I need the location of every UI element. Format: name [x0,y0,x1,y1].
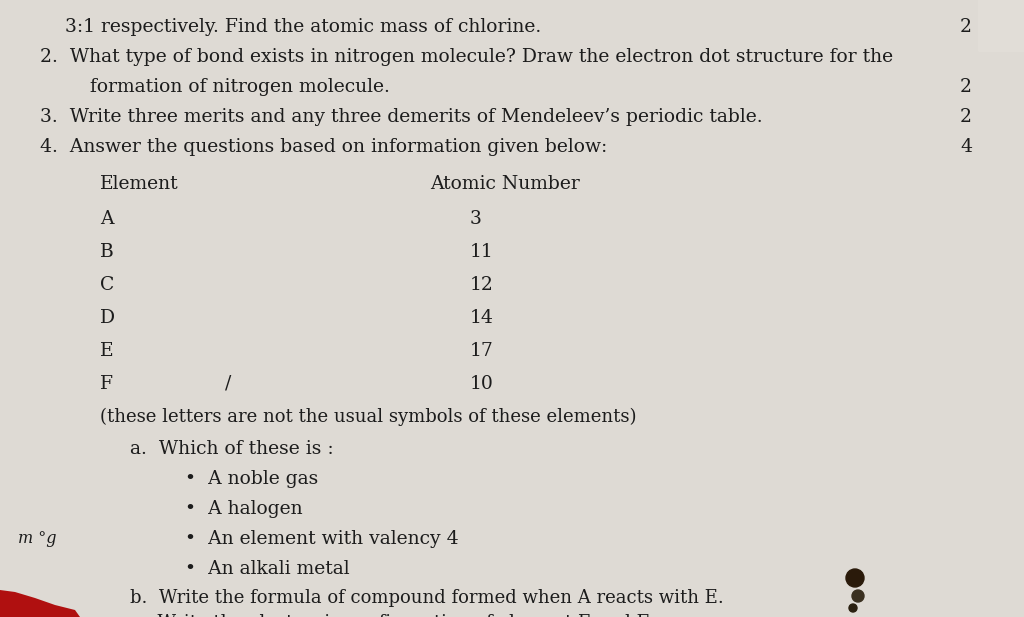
Circle shape [852,590,864,602]
Text: 4: 4 [961,138,972,156]
Text: E: E [100,342,114,360]
Text: 12: 12 [470,276,494,294]
Text: 4.  Answer the questions based on information given below:: 4. Answer the questions based on informa… [40,138,607,156]
Text: 2: 2 [961,108,972,126]
Text: F: F [100,375,113,393]
Text: c.  Write the electronic configuration of element E and F.: c. Write the electronic configuration of… [130,614,652,617]
Text: •  A halogen: • A halogen [185,500,303,518]
Text: D: D [100,309,115,327]
Text: /: / [225,375,231,393]
FancyBboxPatch shape [978,0,1024,52]
Circle shape [846,569,864,587]
Text: A: A [100,210,114,228]
Text: 2: 2 [961,18,972,36]
Text: 2: 2 [961,78,972,96]
Text: •  An alkali metal: • An alkali metal [185,560,349,578]
Text: 2.  What type of bond exists in nitrogen molecule? Draw the electron dot structu: 2. What type of bond exists in nitrogen … [40,48,893,66]
Text: (these letters are not the usual symbols of these elements): (these letters are not the usual symbols… [100,408,637,426]
Text: 14: 14 [470,309,494,327]
Text: 10: 10 [470,375,494,393]
Text: a.  Which of these is :: a. Which of these is : [130,440,334,458]
Text: •  An element with valency 4: • An element with valency 4 [185,530,459,548]
Text: m °g: m °g [18,530,56,547]
Text: C: C [100,276,115,294]
Polygon shape [0,590,80,617]
Text: formation of nitrogen molecule.: formation of nitrogen molecule. [90,78,390,96]
Text: 3: 3 [470,210,482,228]
Text: b.  Write the formula of compound formed when A reacts with E.: b. Write the formula of compound formed … [130,589,724,607]
Text: •  A noble gas: • A noble gas [185,470,318,488]
Circle shape [849,604,857,612]
Text: 3:1 respectively. Find the atomic mass of chlorine.: 3:1 respectively. Find the atomic mass o… [65,18,542,36]
Text: 17: 17 [470,342,494,360]
Text: 11: 11 [470,243,494,261]
Text: 3.  Write three merits and any three demerits of Mendeleev’s periodic table.: 3. Write three merits and any three deme… [40,108,763,126]
Text: Atomic Number: Atomic Number [430,175,580,193]
Text: Element: Element [100,175,178,193]
Text: B: B [100,243,114,261]
